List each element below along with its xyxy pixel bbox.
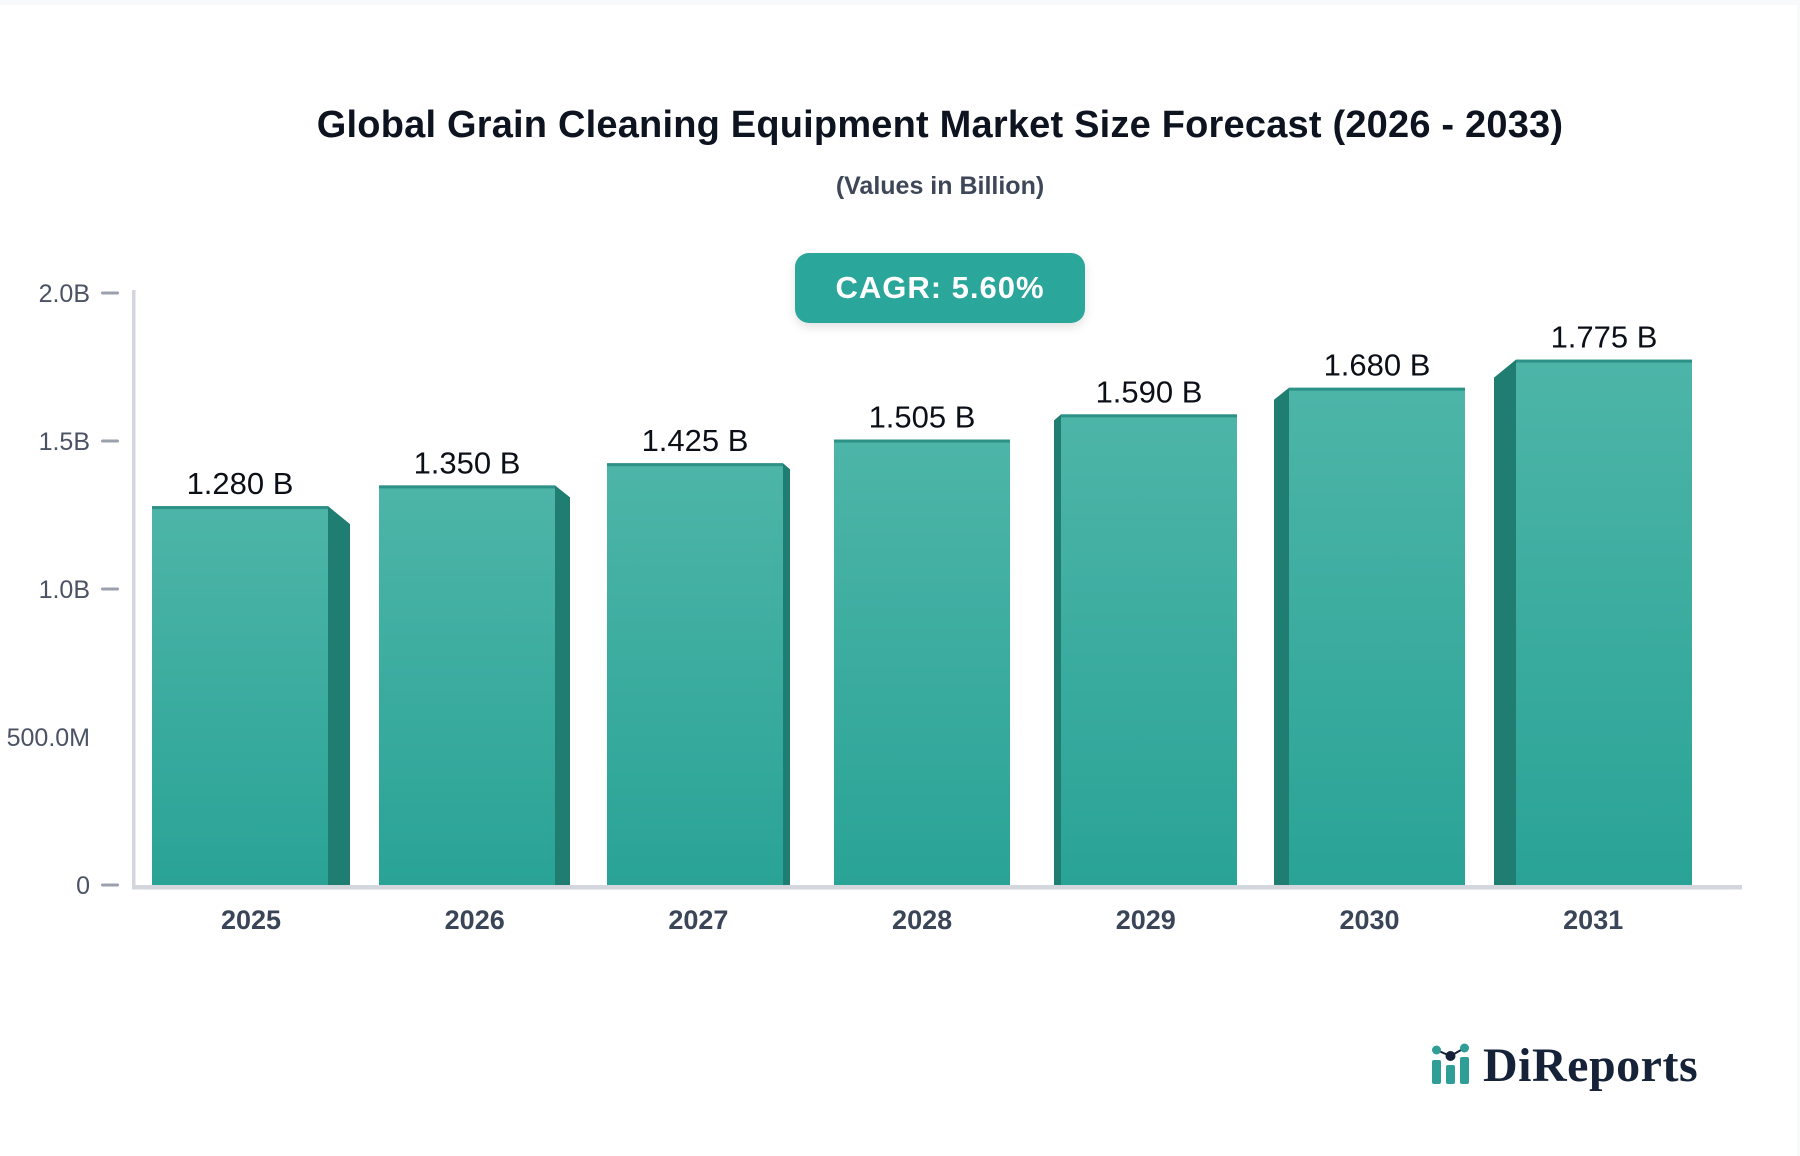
- bar-face: [152, 506, 328, 885]
- x-axis-label: 2030: [1339, 905, 1399, 935]
- bar-3d-side: [1274, 387, 1289, 885]
- bar-value-label: 1.505 B: [869, 400, 976, 435]
- chart-subtitle: (Values in Billion): [835, 172, 1045, 200]
- bar-3d-side: [1054, 414, 1061, 885]
- y-axis-tick: [101, 587, 119, 591]
- bar-value-label: 1.425 B: [642, 423, 749, 458]
- bar-face: [834, 439, 1010, 885]
- y-axis-tick: [101, 291, 119, 295]
- bar-2025[interactable]: 1.280 B: [152, 466, 350, 885]
- x-axis-label: 2027: [668, 905, 728, 935]
- x-axis-label: 2028: [892, 905, 952, 935]
- x-axis-label: 2031: [1563, 905, 1623, 935]
- chart-title: Global Grain Cleaning Equipment Market S…: [316, 104, 1564, 146]
- bar-value-label: 1.590 B: [1096, 374, 1203, 409]
- x-axis-label: 2025: [221, 905, 281, 935]
- y-axis-label: 0: [76, 872, 90, 900]
- bar-top-edge: [379, 485, 555, 489]
- bar-face: [1289, 387, 1465, 885]
- bar-top-edge: [1289, 387, 1465, 391]
- bar-3d-side: [783, 463, 790, 885]
- y-axis-label: 500.0M: [7, 724, 90, 752]
- bar-face: [607, 463, 783, 885]
- bar-2030[interactable]: 1.680 B: [1274, 348, 1465, 885]
- cagr-badge: CAGR: 5.60%: [795, 253, 1085, 323]
- bar-2029[interactable]: 1.590 B: [1054, 374, 1237, 885]
- bar-3d-side: [555, 485, 570, 885]
- x-axis-line: [132, 885, 1742, 890]
- page-top-border: [0, 0, 1800, 5]
- bar-chart-logo-icon: [1432, 1043, 1469, 1084]
- bar-value-label: 1.775 B: [1551, 320, 1658, 355]
- bar-value-label: 1.280 B: [187, 466, 294, 501]
- bar-face: [1061, 414, 1237, 885]
- bar-2031[interactable]: 1.775 B: [1494, 320, 1692, 886]
- y-axis-label: 2.0B: [39, 280, 90, 308]
- bar-top-edge: [607, 463, 783, 467]
- y-axis-tick: [101, 883, 119, 887]
- bar-3d-side: [328, 506, 350, 885]
- bar-2026[interactable]: 1.350 B: [379, 445, 570, 885]
- x-axis-label: 2029: [1116, 905, 1176, 935]
- brand-name: DiReports: [1483, 1039, 1699, 1092]
- y-axis-line: [132, 290, 136, 889]
- bar-top-edge: [1516, 359, 1692, 363]
- bar-top-edge: [834, 439, 1010, 443]
- bar-value-label: 1.680 B: [1324, 348, 1431, 383]
- bar-face: [379, 485, 555, 885]
- page-right-border: [1797, 0, 1800, 1156]
- bar-3d-side: [1494, 359, 1516, 886]
- bar-value-label: 1.350 B: [414, 445, 521, 480]
- y-axis-label: 1.5B: [39, 428, 90, 456]
- x-axis-label: 2026: [445, 905, 505, 935]
- brand-logo: DiReports: [1430, 1026, 1698, 1090]
- cagr-badge-row: CAGR: 5.60%: [135, 253, 1745, 323]
- y-axis-tick: [101, 439, 119, 443]
- y-axis-label: 1.0B: [39, 576, 90, 604]
- bar-2028[interactable]: 1.505 B: [834, 400, 1010, 885]
- bar-2027[interactable]: 1.425 B: [607, 423, 790, 885]
- bar-face: [1516, 359, 1692, 886]
- bar-top-edge: [1061, 414, 1237, 418]
- bar-top-edge: [152, 506, 328, 510]
